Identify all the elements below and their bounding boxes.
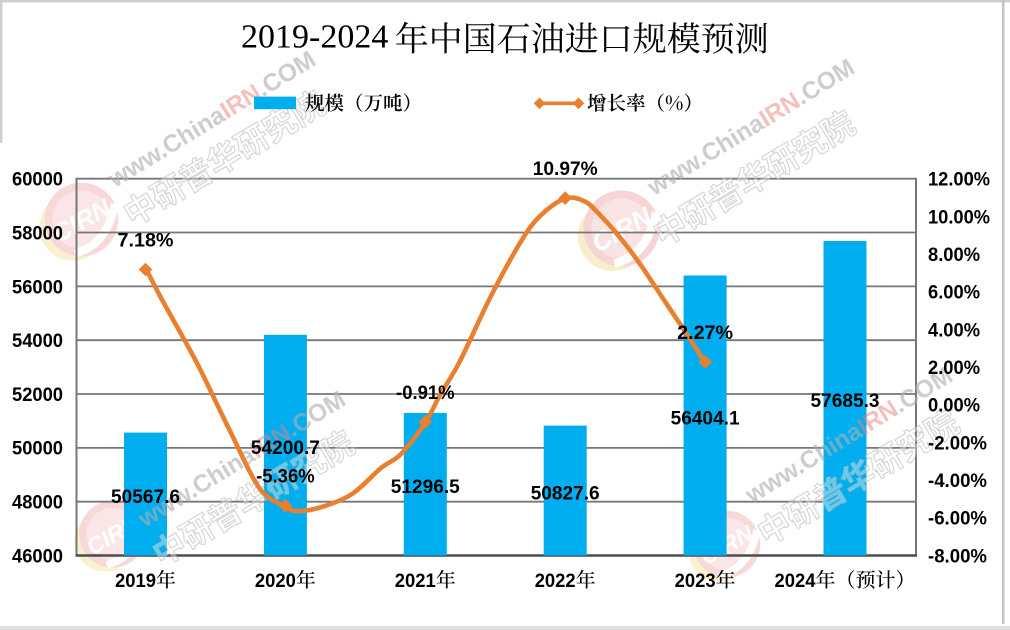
- svg-text:50000: 50000: [12, 438, 63, 460]
- svg-text:2019-2024: 2019-2024: [241, 19, 388, 56]
- svg-text:4.00%: 4.00%: [928, 319, 980, 341]
- svg-text:10.97%: 10.97%: [533, 158, 598, 180]
- svg-text:6.00%: 6.00%: [928, 282, 980, 304]
- svg-text:50827.6: 50827.6: [531, 482, 600, 504]
- svg-text:2.27%: 2.27%: [677, 322, 733, 344]
- svg-text:-2.00%: -2.00%: [928, 432, 987, 454]
- svg-text:54000: 54000: [12, 330, 63, 352]
- svg-text:54200.7: 54200.7: [251, 437, 320, 459]
- svg-text:0.00%: 0.00%: [928, 395, 980, 417]
- svg-text:56000: 56000: [12, 276, 63, 298]
- svg-text:52000: 52000: [12, 384, 63, 406]
- svg-text:2019: 2019: [115, 571, 156, 592]
- svg-text:48000: 48000: [12, 492, 63, 514]
- svg-text:2020: 2020: [255, 571, 296, 592]
- svg-text:56404.1: 56404.1: [671, 407, 740, 429]
- svg-text:-8.00%: -8.00%: [928, 545, 987, 567]
- svg-text:2024: 2024: [775, 571, 816, 592]
- svg-text:7.18%: 7.18%: [118, 229, 174, 251]
- svg-text:57685.3: 57685.3: [811, 390, 880, 412]
- svg-text:51296.5: 51296.5: [391, 476, 460, 498]
- svg-text:-5.36%: -5.36%: [256, 466, 315, 488]
- svg-text:-4.00%: -4.00%: [928, 470, 987, 492]
- svg-text:8.00%: 8.00%: [928, 244, 980, 266]
- svg-text:60000: 60000: [12, 169, 63, 191]
- svg-text:2.00%: 2.00%: [928, 357, 980, 379]
- svg-text:-6.00%: -6.00%: [928, 508, 987, 530]
- svg-text:46000: 46000: [12, 545, 63, 567]
- svg-text:50567.6: 50567.6: [111, 486, 180, 508]
- svg-text:2022: 2022: [535, 571, 576, 592]
- svg-text:10.00%: 10.00%: [928, 206, 990, 228]
- svg-text:2021: 2021: [395, 571, 436, 592]
- svg-text:-0.91%: -0.91%: [396, 382, 455, 404]
- svg-text:2023: 2023: [675, 571, 716, 592]
- svg-text:12.00%: 12.00%: [928, 169, 990, 191]
- svg-text:58000: 58000: [12, 222, 63, 244]
